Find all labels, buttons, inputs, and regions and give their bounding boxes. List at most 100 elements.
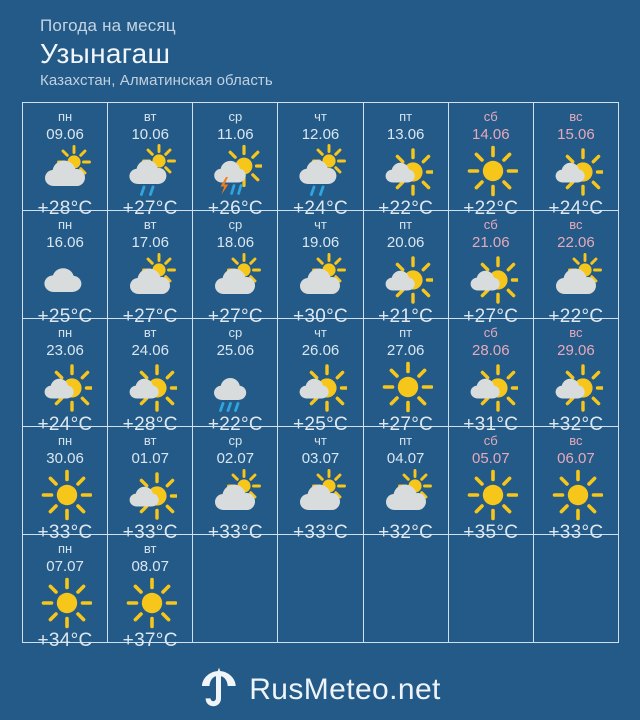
day-cell[interactable]: ср 18.06 +27°C xyxy=(193,211,279,327)
day-date-label: 01.07 xyxy=(131,450,169,467)
day-cell[interactable]: вт 10.06 +27°C xyxy=(108,103,194,219)
page-header: Погода на месяц Узынагаш Казахстан, Алма… xyxy=(0,0,640,91)
day-of-week-label: пн xyxy=(57,433,73,448)
day-date-label: 12.06 xyxy=(301,126,340,143)
day-cell[interactable]: пн 16.06 +25°C xyxy=(23,211,109,327)
day-of-week-label: вс xyxy=(569,109,583,124)
page-title: Узынагаш xyxy=(40,38,171,69)
day-cell[interactable]: вт 01.07 +33°C xyxy=(108,427,194,543)
day-date-label: 25.06 xyxy=(216,342,255,359)
day-temperature: +33°C xyxy=(37,522,93,543)
day-cell[interactable]: пн 07.07 +34°C xyxy=(23,535,109,651)
day-cell[interactable]: сб 05.07 +35°C xyxy=(448,427,534,543)
page-region: Казахстан, Алматинская область xyxy=(40,72,273,89)
day-date-label: 27.06 xyxy=(386,342,425,359)
day-of-week-label: сб xyxy=(483,433,498,448)
rain-icon xyxy=(193,360,277,414)
day-temperature: +33°C xyxy=(207,522,263,543)
day-cell[interactable]: ср 11.06 +26°C xyxy=(193,103,279,219)
day-cell[interactable]: вт 24.06 +28°C xyxy=(108,319,194,435)
day-temperature: +35°C xyxy=(463,522,519,543)
day-date-label: 21.06 xyxy=(472,234,510,251)
sun-cloud-icon xyxy=(364,144,448,198)
partly-cloudy-icon xyxy=(193,468,277,522)
day-cell-empty xyxy=(533,535,619,643)
day-of-week-label: пт xyxy=(399,325,413,340)
day-date-label: 26.06 xyxy=(301,342,340,359)
day-temperature: +31°C xyxy=(463,414,519,435)
day-cell[interactable]: сб 14.06 +22°C xyxy=(448,103,534,219)
day-temperature: +32°C xyxy=(378,522,434,543)
day-date-label: 09.06 xyxy=(46,126,84,143)
day-cell[interactable]: вт 08.07 +37°C xyxy=(108,535,194,651)
day-date-label: 19.06 xyxy=(301,234,340,251)
sun-cloud-icon xyxy=(534,144,618,198)
day-cell[interactable]: пн 09.06 +28°C xyxy=(23,103,109,219)
day-temperature: +22°C xyxy=(548,306,604,327)
day-of-week-label: вт xyxy=(143,541,157,556)
day-of-week-label: ср xyxy=(228,109,243,124)
day-date-label: 02.07 xyxy=(216,450,255,467)
day-cell[interactable]: пт 27.06 +27°C xyxy=(363,319,449,435)
day-of-week-label: пт xyxy=(399,433,413,448)
day-of-week-label: чт xyxy=(314,109,327,124)
day-temperature: +27°C xyxy=(122,198,178,219)
day-temperature: +27°C xyxy=(463,306,519,327)
day-cell[interactable]: вс 29.06 +32°C xyxy=(533,319,619,435)
day-of-week-label: пт xyxy=(399,109,413,124)
day-date-label: 13.06 xyxy=(386,126,425,143)
day-date-label: 03.07 xyxy=(301,450,340,467)
day-of-week-label: ср xyxy=(228,325,243,340)
day-cell[interactable]: вс 06.07 +33°C xyxy=(533,427,619,543)
day-date-label: 22.06 xyxy=(557,234,595,251)
day-date-label: 11.06 xyxy=(217,126,254,143)
day-cell[interactable]: сб 21.06 +27°C xyxy=(448,211,534,327)
day-cell-empty xyxy=(448,535,534,643)
day-of-week-label: ср xyxy=(228,433,243,448)
day-of-week-label: вт xyxy=(143,109,157,124)
day-cell[interactable]: сб 28.06 +31°C xyxy=(448,319,534,435)
day-of-week-label: вс xyxy=(569,325,583,340)
day-cell[interactable]: вт 17.06 +27°C xyxy=(108,211,194,327)
day-temperature: +33°C xyxy=(548,522,604,543)
day-of-week-label: вт xyxy=(143,217,157,232)
day-temperature: +34°C xyxy=(37,630,93,651)
sun-icon xyxy=(534,468,618,522)
day-temperature: +22°C xyxy=(207,414,263,435)
day-date-label: 14.06 xyxy=(472,126,510,143)
day-cell[interactable]: ср 02.07 +33°C xyxy=(193,427,279,543)
sun-icon xyxy=(364,360,448,414)
day-cell[interactable]: пт 20.06 +21°C xyxy=(363,211,449,327)
day-temperature: +28°C xyxy=(37,198,93,219)
day-temperature: +33°C xyxy=(292,522,349,543)
day-cell[interactable]: пт 13.06 +22°C xyxy=(363,103,449,219)
day-date-label: 08.07 xyxy=(131,558,169,575)
day-temperature: +37°C xyxy=(122,630,178,651)
day-of-week-label: чт xyxy=(314,433,327,448)
day-temperature: +30°C xyxy=(292,306,349,327)
day-cell[interactable]: чт 19.06 +30°C xyxy=(278,211,364,327)
day-of-week-label: сб xyxy=(483,325,498,340)
sun-icon xyxy=(449,144,533,198)
day-cell[interactable]: вс 15.06 +24°C xyxy=(533,103,619,219)
day-cell[interactable]: ср 25.06 +22°C xyxy=(193,319,279,435)
day-cell[interactable]: вс 22.06 +22°C xyxy=(533,211,619,327)
day-cell[interactable]: пн 30.06 +33°C xyxy=(23,427,109,543)
sun-cloud-icon xyxy=(364,252,448,306)
sun-cloud-icon xyxy=(108,468,192,522)
day-cell-empty xyxy=(278,535,364,643)
weather-calendar-grid: пн 09.06 +28°C вт 10.06 +27°C ср 11.06 +26°C чт 12… xyxy=(22,102,619,651)
day-cell[interactable]: пт 04.07 +32°C xyxy=(363,427,449,543)
thunderstorm-sun-icon xyxy=(193,144,277,198)
day-date-label: 10.06 xyxy=(131,126,169,143)
day-of-week-label: вс xyxy=(569,217,583,232)
day-cell[interactable]: чт 03.07 +33°C xyxy=(278,427,364,543)
day-date-label: 15.06 xyxy=(557,126,595,143)
day-cell[interactable]: пн 23.06 +24°C xyxy=(23,319,109,435)
day-cell[interactable]: чт 12.06 +24°C xyxy=(278,103,364,219)
day-date-label: 30.06 xyxy=(46,450,84,467)
day-date-label: 16.06 xyxy=(46,234,84,251)
day-temperature: +25°C xyxy=(292,414,349,435)
partly-cloudy-icon xyxy=(364,468,448,522)
day-cell[interactable]: чт 26.06 +25°C xyxy=(278,319,364,435)
